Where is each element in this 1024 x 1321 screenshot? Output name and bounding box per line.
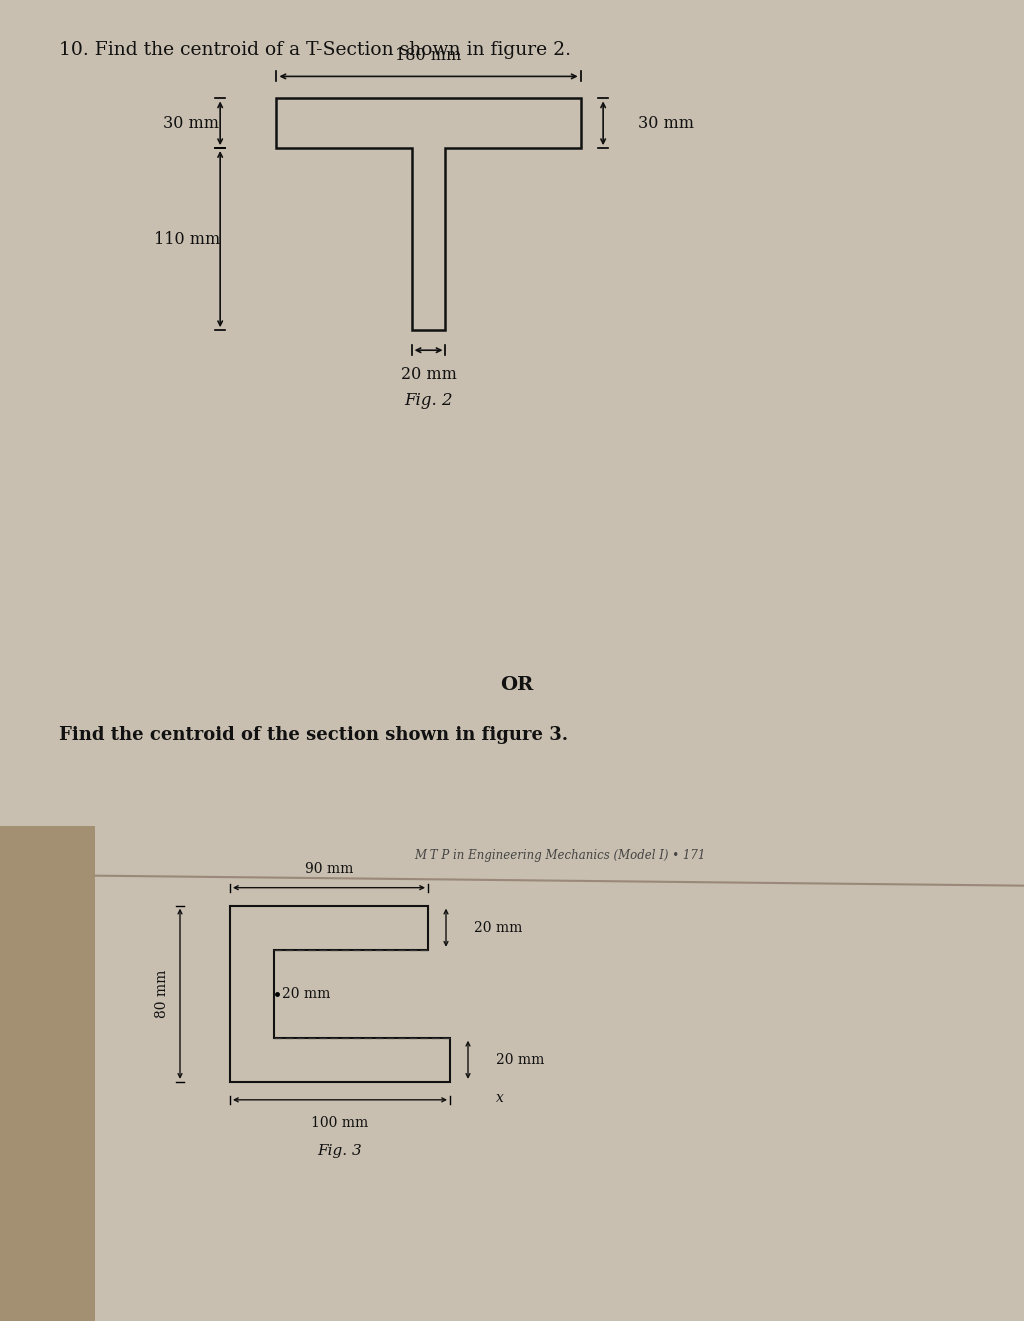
Text: 100 mm: 100 mm (311, 1116, 369, 1129)
Text: x: x (496, 1091, 504, 1104)
Text: Find the centroid of the section shown in figure 3.: Find the centroid of the section shown i… (59, 727, 568, 744)
Text: Fig. 3: Fig. 3 (317, 1144, 362, 1159)
Bar (0, 826, 95, 1321)
Text: 80 mm: 80 mm (155, 970, 169, 1018)
Text: M T P in Engineering Mechanics (Model I) • 171: M T P in Engineering Mechanics (Model I)… (415, 849, 706, 863)
Text: 20 mm: 20 mm (400, 366, 457, 383)
Text: 90 mm: 90 mm (305, 861, 353, 876)
Text: 20 mm: 20 mm (474, 921, 522, 935)
Text: 20 mm: 20 mm (282, 987, 331, 1001)
Text: 20 mm: 20 mm (496, 1053, 545, 1067)
Text: 10. Find the centroid of a T-Section shown in figure 2.: 10. Find the centroid of a T-Section sho… (59, 41, 571, 59)
Text: 180 mm: 180 mm (395, 48, 462, 65)
Text: 30 mm: 30 mm (638, 115, 694, 132)
Text: Fig. 2: Fig. 2 (404, 392, 453, 410)
Text: 110 mm: 110 mm (155, 231, 220, 247)
Text: OR: OR (501, 676, 534, 695)
Text: 30 mm: 30 mm (164, 115, 219, 132)
